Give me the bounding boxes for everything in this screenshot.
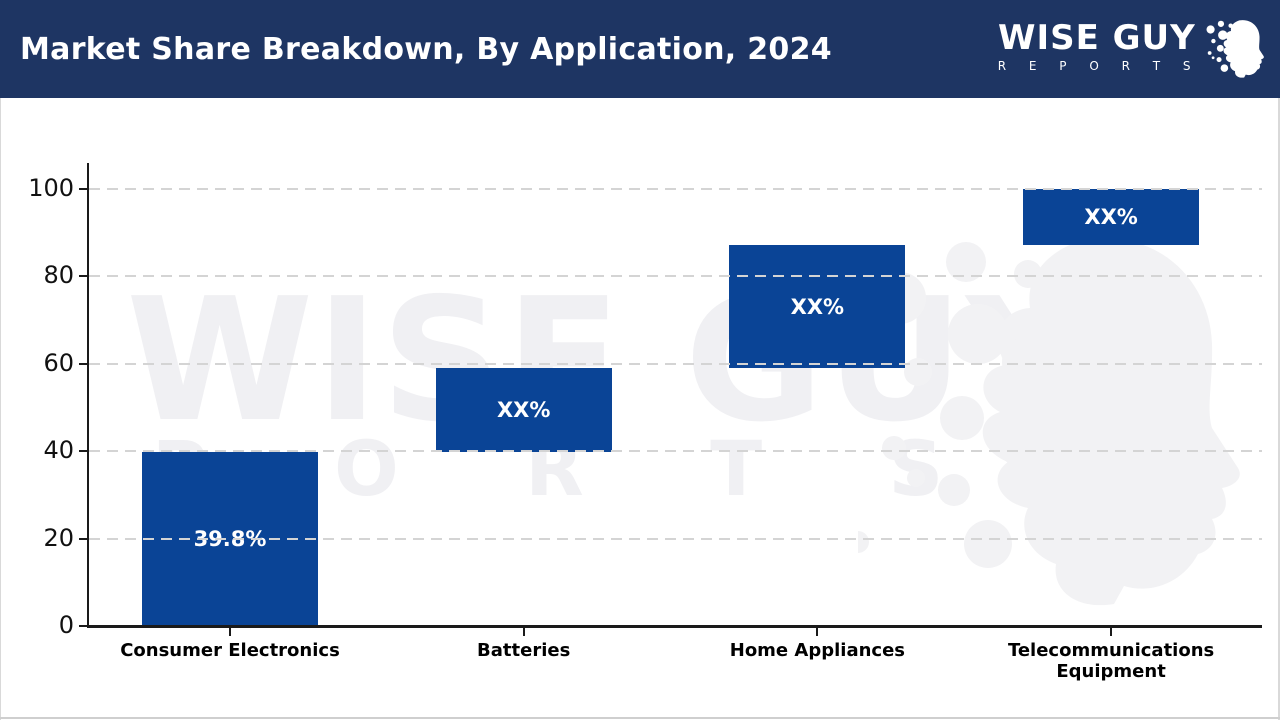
x-tick-4 — [1110, 628, 1113, 636]
x-category-label-3: Home Appliances — [729, 640, 906, 661]
header-bar: Market Share Breakdown, By Application, … — [0, 0, 1280, 98]
y-tick-0 — [79, 625, 87, 627]
page-title: Market Share Breakdown, By Application, … — [20, 31, 832, 67]
bar-segment-4: XX% — [1023, 188, 1200, 246]
frame-border-left — [0, 98, 1, 720]
x-axis-line — [87, 625, 1262, 628]
y-tick-100 — [79, 187, 87, 190]
brand-logo: WISE GUY R E P O R T S — [998, 4, 1268, 94]
gridline-y-100 — [89, 187, 1262, 190]
brand-logo-wiseguy: WISE GUY — [997, 18, 1196, 58]
x-tick-3 — [816, 628, 819, 636]
y-tick-label-20: 20 — [43, 523, 74, 552]
bar-segment-2: XX% — [435, 367, 612, 452]
x-tick-1 — [229, 628, 231, 636]
y-tick-20 — [79, 537, 87, 540]
gridline-y-20 — [89, 537, 1262, 540]
gridline-y-80 — [89, 275, 1262, 277]
frame-border-right — [1278, 98, 1280, 720]
y-tick-label-60: 60 — [43, 348, 74, 377]
y-tick-label-40: 40 — [43, 436, 74, 464]
bar-value-label-4: XX% — [1084, 204, 1138, 229]
frame-border-bottom — [0, 717, 1280, 719]
gridline-y-60 — [89, 362, 1262, 365]
x-category-label-2: Batteries — [477, 640, 571, 661]
gridline-y-40 — [89, 450, 1262, 452]
y-tick-label-0: 0 — [58, 611, 74, 639]
x-category-label-4: Telecommunications Equipment — [1007, 640, 1215, 682]
x-category-label-1: Consumer Electronics — [120, 640, 340, 661]
brand-logo-reports: R E P O R T S — [997, 59, 1200, 73]
bar-value-label-2: XX% — [496, 397, 551, 422]
x-tick-2 — [522, 628, 525, 636]
y-tick-label-100: 100 — [28, 173, 74, 202]
bar-segment-3: XX% — [729, 245, 906, 368]
y-tick-60 — [79, 362, 87, 365]
y-axis-line — [87, 163, 89, 628]
y-tick-label-80: 80 — [43, 261, 74, 289]
watermark-head-icon — [858, 238, 1240, 606]
y-tick-40 — [79, 450, 87, 452]
y-tick-80 — [79, 275, 87, 277]
brand-logo-head-icon — [1206, 20, 1264, 78]
brand-logo-text: WISE GUY R E P O R T S — [994, 18, 1200, 73]
bar-value-label-3: XX% — [790, 294, 845, 319]
